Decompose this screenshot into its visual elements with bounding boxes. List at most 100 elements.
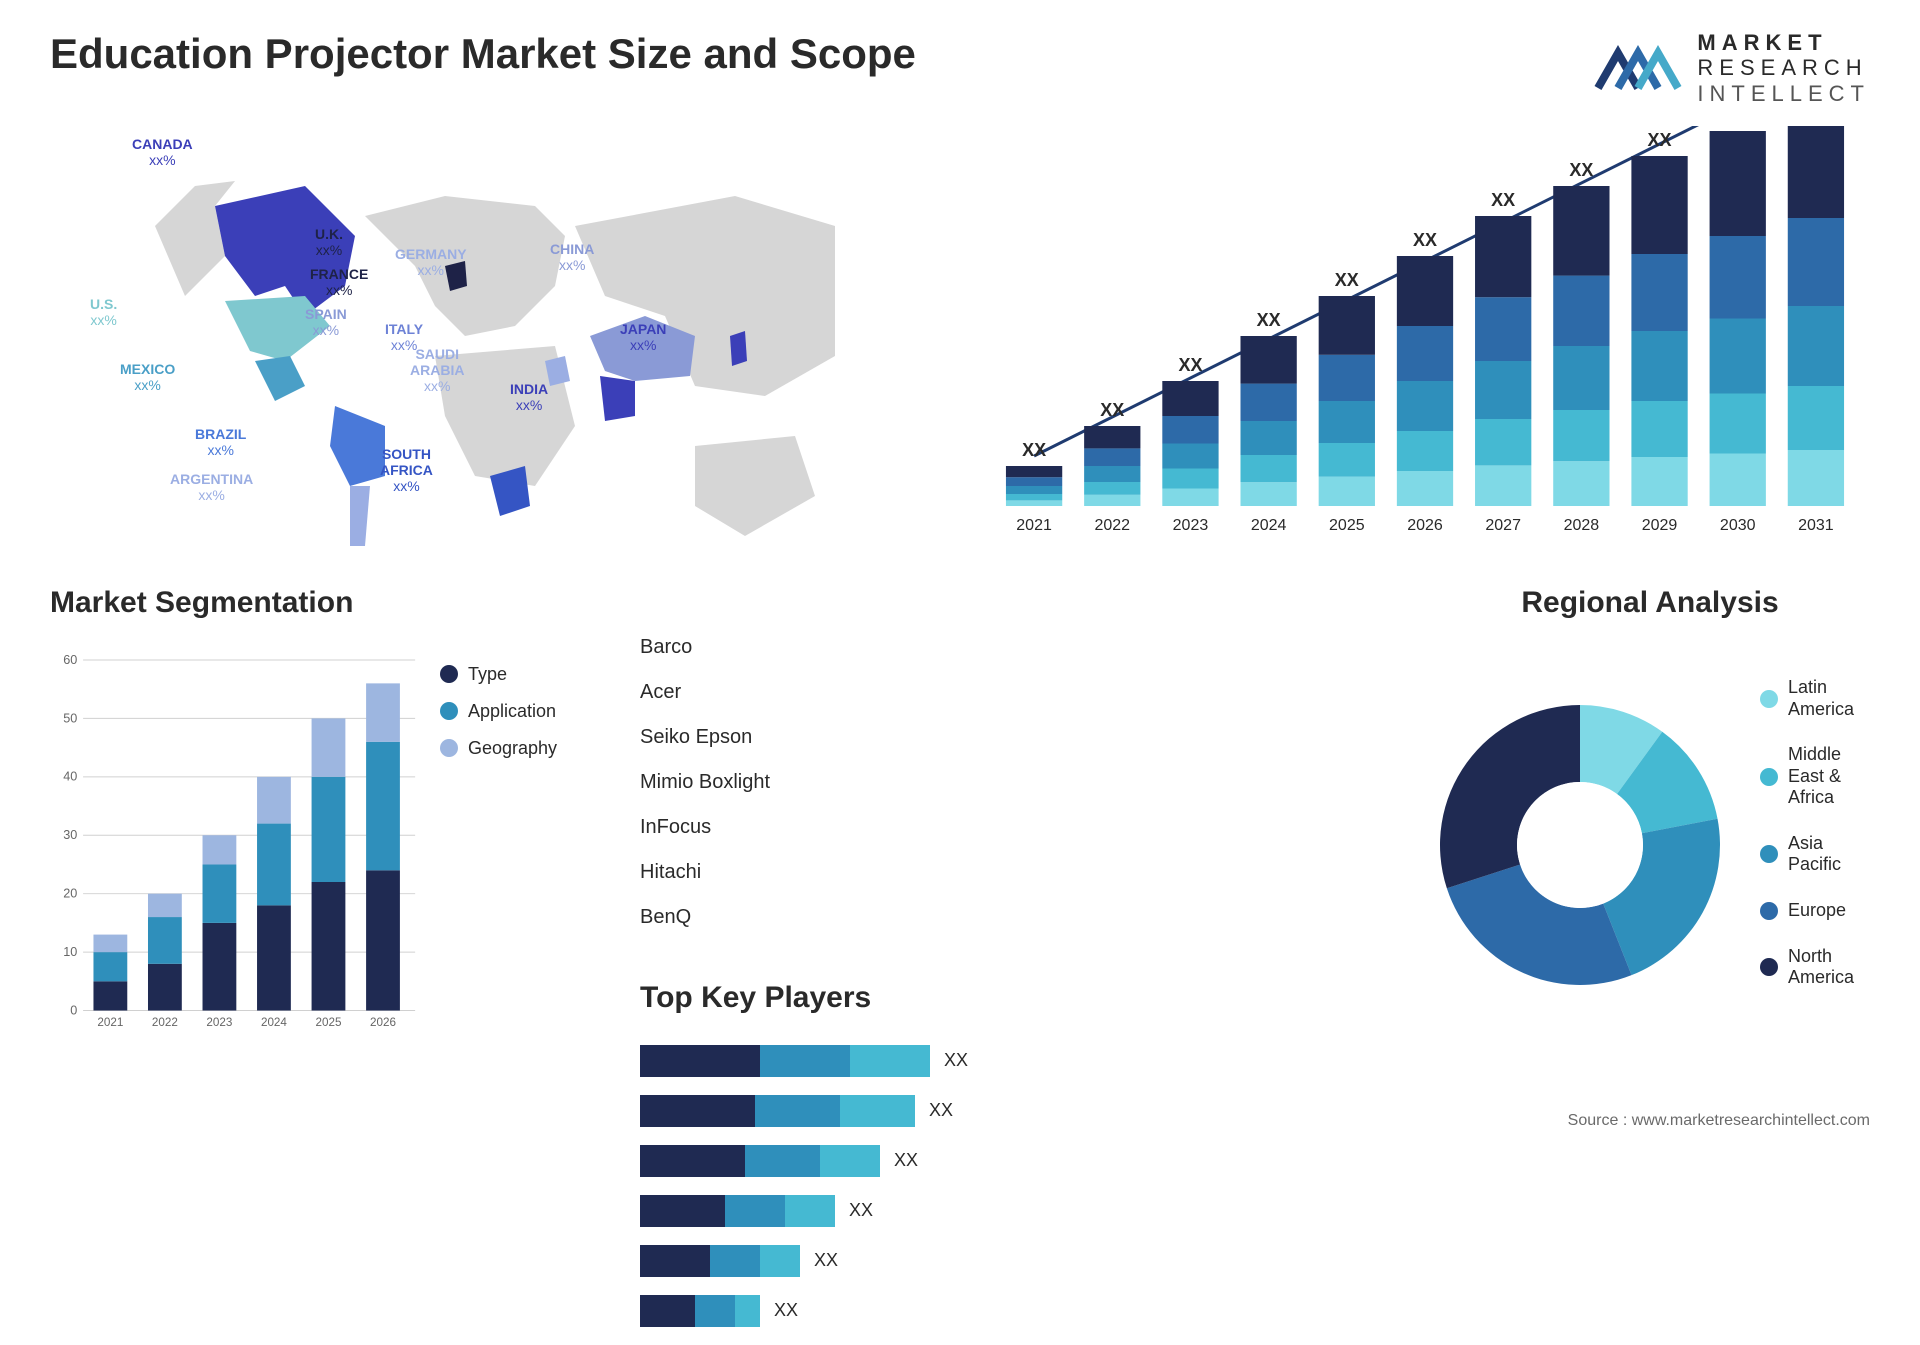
legend-label: Middle East & Africa: [1788, 744, 1870, 809]
player-name: Barco: [640, 636, 840, 659]
svg-text:20: 20: [63, 886, 77, 900]
player-bar: [640, 1245, 800, 1277]
player-name: Acer: [640, 681, 840, 704]
regional-body: Latin America Middle East & Africa Asia Pa…: [1430, 634, 1870, 1056]
map-label: FRANCExx%: [310, 266, 368, 298]
svg-text:30: 30: [63, 828, 77, 842]
player-name: BenQ: [640, 906, 840, 929]
player-bar-seg: [640, 1045, 760, 1077]
player-bar: [640, 1195, 835, 1227]
player-bar: [640, 1295, 760, 1327]
growth-chart: 2021XX2022XX2023XX2024XX2025XX2026XX2027…: [980, 126, 1870, 556]
players-bars: Top Key Players XXXXXXXXXXXX: [640, 981, 1400, 1345]
map-label: JAPANxx%: [620, 321, 666, 353]
growth-chart-svg: 2021XX2022XX2023XX2024XX2025XX2026XX2027…: [980, 126, 1870, 556]
legend-item: Europe: [1760, 900, 1870, 922]
svg-text:2023: 2023: [1173, 517, 1209, 534]
legend-label: Europe: [1788, 900, 1846, 922]
segmentation-legend: TypeApplicationGeography: [440, 634, 610, 1056]
svg-text:XX: XX: [1413, 230, 1437, 250]
player-bar-seg: [760, 1245, 800, 1277]
segmentation-body: 0102030405060202120222023202420252026 Ty…: [50, 634, 610, 1056]
player-bar-seg: [640, 1295, 695, 1327]
legend-item: Latin America: [1760, 677, 1870, 720]
player-bar-value: XX: [774, 1300, 798, 1321]
brand-logo-icon: [1593, 33, 1683, 103]
svg-text:2026: 2026: [1407, 517, 1443, 534]
legend-label: Latin America: [1788, 677, 1870, 720]
map-label: U.K.xx%: [315, 226, 343, 258]
regional-legend: Latin America Middle East & Africa Asia Pa…: [1760, 677, 1870, 1013]
players-title: Top Key Players: [640, 981, 1400, 1015]
brand-line3: INTELLECT: [1697, 81, 1870, 106]
svg-text:2031: 2031: [1798, 517, 1834, 534]
player-bar-seg: [850, 1045, 930, 1077]
player-name: Mimio Boxlight: [640, 771, 840, 794]
svg-text:XX: XX: [1491, 190, 1515, 210]
players-list: Barco Acer Seiko Epson Mimio Boxlight InFocu…: [640, 586, 840, 951]
svg-text:60: 60: [63, 653, 77, 667]
top-row: CANADAxx%U.S.xx%MEXICOxx%BRAZILxx%ARGENT…: [50, 126, 1870, 556]
player-name: InFocus: [640, 816, 840, 839]
header: Education Projector Market Size and Scop…: [50, 30, 1870, 106]
map-label: CANADAxx%: [132, 136, 193, 168]
player-bar-row: XX: [640, 1045, 1400, 1077]
legend-item: Middle East & Africa: [1760, 744, 1870, 809]
segmentation-title: Market Segmentation: [50, 586, 610, 620]
player-bar-seg: [725, 1195, 785, 1227]
brand-text: MARKET RESEARCH INTELLECT: [1697, 30, 1870, 106]
legend-swatch: [440, 702, 458, 720]
svg-text:2021: 2021: [97, 1016, 123, 1029]
svg-text:2029: 2029: [1642, 517, 1678, 534]
brand-line1: MARKET: [1697, 30, 1870, 55]
legend-swatch: [1760, 958, 1778, 976]
legend-swatch: [1760, 845, 1778, 863]
player-bar-row: XX: [640, 1195, 1400, 1227]
player-bar-row: XX: [640, 1095, 1400, 1127]
svg-text:40: 40: [63, 770, 77, 784]
source-label: Source : www.marketresearchintellect.com: [1568, 1112, 1870, 1130]
legend-item: Asia Pacific: [1760, 833, 1870, 876]
legend-label: North America: [1788, 946, 1870, 989]
player-bar-seg: [840, 1095, 915, 1127]
svg-text:10: 10: [63, 945, 77, 959]
svg-text:2021: 2021: [1016, 517, 1052, 534]
segmentation-panel: Market Segmentation 01020304050602021202…: [50, 586, 610, 1056]
svg-text:2027: 2027: [1485, 517, 1521, 534]
map-label: SAUDIARABIAxx%: [410, 346, 464, 394]
svg-text:XX: XX: [1569, 160, 1593, 180]
svg-text:2025: 2025: [1329, 517, 1365, 534]
player-bar-value: XX: [814, 1250, 838, 1271]
bottom-row: Market Segmentation 01020304050602021202…: [50, 586, 1870, 1056]
player-bar-seg: [640, 1195, 725, 1227]
segmentation-chart: 0102030405060202120222023202420252026: [50, 634, 420, 1056]
map-label: ARGENTINAxx%: [170, 471, 253, 503]
player-name: Hitachi: [640, 861, 840, 884]
legend-label: Type: [468, 664, 507, 685]
map-label: SOUTHAFRICAxx%: [380, 446, 433, 494]
map-label: U.S.xx%: [90, 296, 117, 328]
legend-swatch: [1760, 768, 1778, 786]
legend-item: Geography: [440, 738, 610, 759]
player-name: Seiko Epson: [640, 726, 840, 749]
svg-text:2022: 2022: [152, 1016, 178, 1029]
player-bar-row: XX: [640, 1295, 1400, 1327]
player-bar: [640, 1095, 915, 1127]
svg-text:2030: 2030: [1720, 517, 1756, 534]
map-label: BRAZILxx%: [195, 426, 246, 458]
regional-donut-svg: [1430, 695, 1730, 995]
player-bar-seg: [745, 1145, 820, 1177]
players-bars-body: XXXXXXXXXXXX: [640, 1045, 1400, 1345]
svg-text:2026: 2026: [370, 1016, 396, 1029]
svg-text:2028: 2028: [1564, 517, 1600, 534]
map-label: INDIAxx%: [510, 381, 548, 413]
svg-text:0: 0: [70, 1003, 77, 1017]
brand-line2: RESEARCH: [1697, 55, 1870, 80]
svg-text:2024: 2024: [1251, 517, 1287, 534]
player-bar-value: XX: [929, 1100, 953, 1121]
map-label: CHINAxx%: [550, 241, 594, 273]
legend-label: Asia Pacific: [1788, 833, 1870, 876]
player-bar-seg: [695, 1295, 735, 1327]
legend-label: Geography: [468, 738, 557, 759]
player-bar-seg: [785, 1195, 835, 1227]
